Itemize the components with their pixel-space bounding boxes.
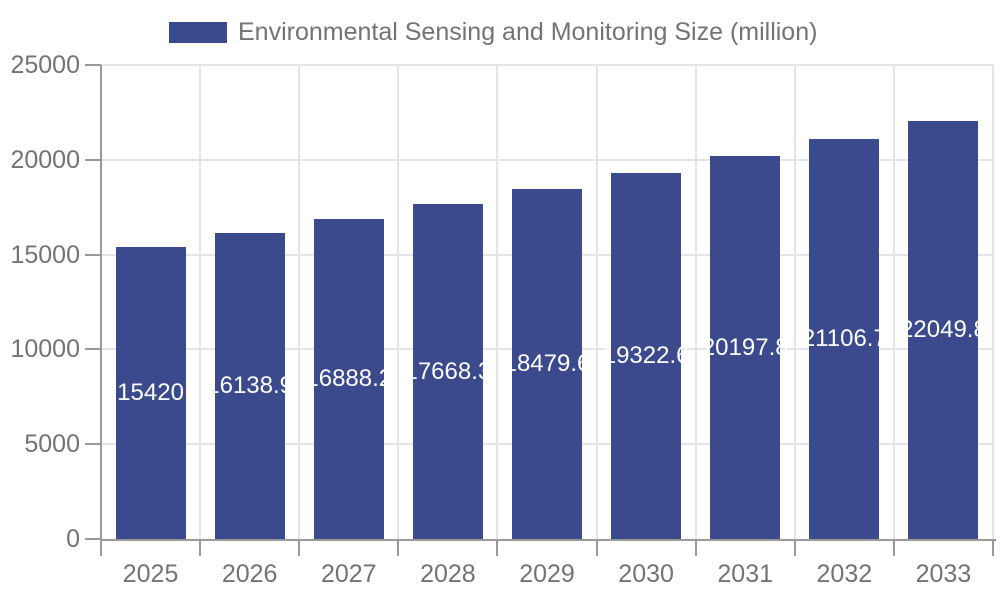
x-gridline [793,65,796,539]
x-tick-label: 2030 [618,560,674,588]
y-tick-mark [85,158,101,161]
x-tick-label: 2028 [420,560,476,588]
x-gridline [694,65,697,539]
y-tick-label: 5000 [24,430,80,459]
x-axis-line [100,539,996,541]
y-tick-mark [85,253,101,256]
x-tick-mark [892,539,895,556]
x-tick-label: 2029 [519,560,575,588]
y-tick-label: 20000 [10,145,80,174]
bar-2028[interactable] [412,204,483,539]
bar-2033[interactable] [908,120,979,539]
legend-label: Environmental Sensing and Monitoring Siz… [238,17,818,46]
x-gridline [496,65,499,539]
x-gridline [892,65,895,539]
x-tick-mark [496,539,499,556]
bar-2026[interactable] [214,233,285,539]
bar-2030[interactable] [611,172,682,539]
x-tick-label: 2025 [122,560,179,588]
x-tick-mark [397,539,400,556]
legend-swatch [169,21,227,43]
x-gridline [397,65,400,539]
y-tick-label: 0 [66,525,80,553]
x-tick-mark [992,539,994,556]
y-gridline [101,64,993,66]
x-gridline [199,65,202,539]
y-tick-label: 10000 [10,335,80,364]
x-tick-label: 2032 [816,560,873,588]
bar-2031[interactable] [710,156,781,539]
legend[interactable]: Environmental Sensing and Monitoring Siz… [169,18,817,46]
x-gridline [992,65,994,539]
x-tick-label: 2027 [320,560,377,588]
x-gridline [298,65,301,539]
y-tick-mark [85,443,101,446]
x-tick-mark [100,539,102,556]
x-tick-label: 2026 [221,560,278,588]
bar-2027[interactable] [313,218,384,539]
x-tick-mark [694,539,697,556]
x-tick-mark [793,539,796,556]
x-tick-mark [595,539,598,556]
x-tick-label: 2031 [717,560,774,588]
bar-2032[interactable] [809,138,880,539]
y-tick-mark [85,348,101,351]
bar-2025[interactable] [115,246,186,539]
x-tick-mark [199,539,202,556]
y-tick-mark [85,538,101,540]
y-tick-label: 15000 [10,240,80,269]
y-tick-mark [85,64,101,66]
x-gridline [595,65,598,539]
x-tick-mark [298,539,301,556]
x-tick-label: 2033 [915,560,972,588]
y-gridline [101,158,993,161]
y-axis-line [100,65,102,541]
bar-2029[interactable] [512,188,582,539]
y-tick-label: 25000 [10,51,80,79]
